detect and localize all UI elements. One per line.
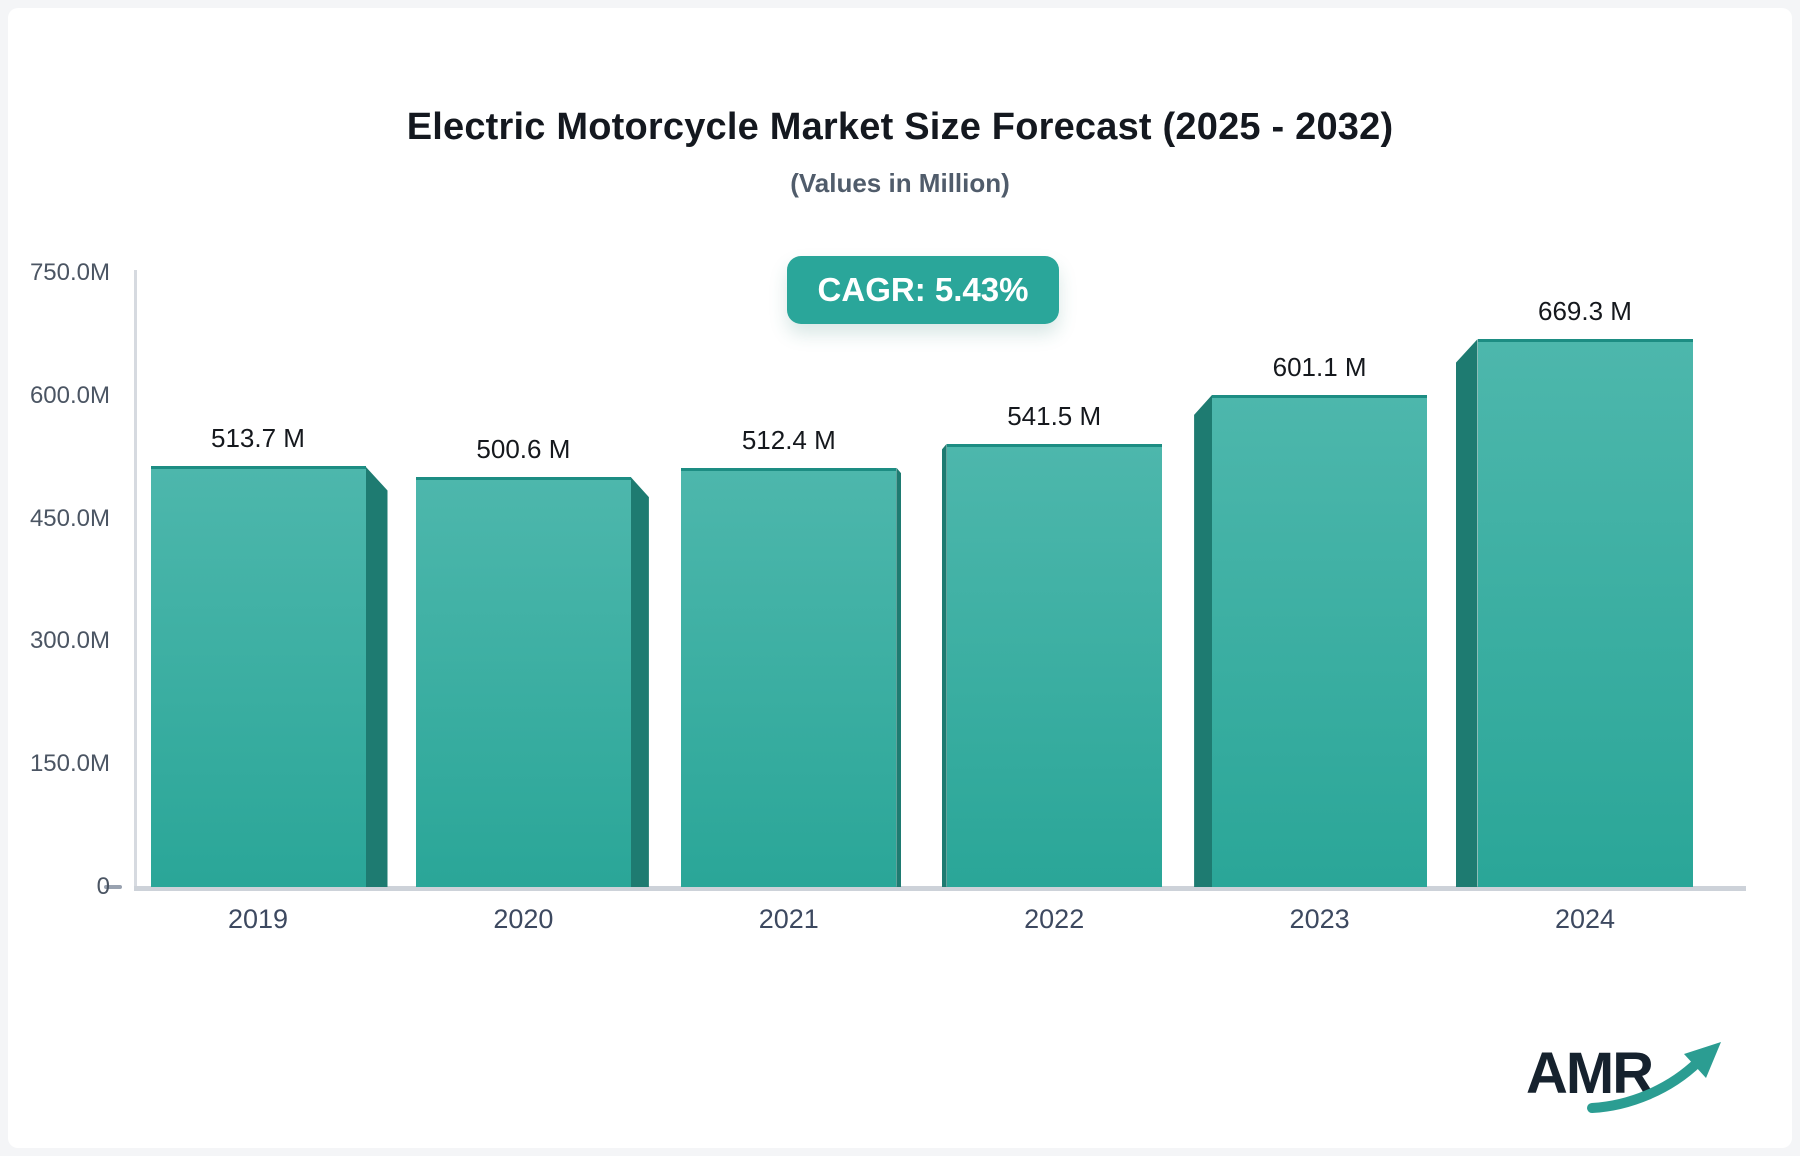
amr-logo-text: AMR xyxy=(1526,1041,1654,1106)
y-axis-label: 300.0M xyxy=(29,627,110,655)
y-axis-label: 450.0M xyxy=(29,504,110,532)
bar xyxy=(946,443,1162,887)
cagr-badge: CAGR: 5.43% xyxy=(787,256,1059,324)
bar xyxy=(150,466,366,887)
y-axis-label: 750.0M xyxy=(29,259,110,286)
bar-chart: 0 150.0M 300.0M 450.0M 600.0M 750.0M 513.7 M 2… xyxy=(8,8,1792,1148)
x-axis-label: 2024 xyxy=(1554,904,1616,934)
bar-value-label: 669.3 M xyxy=(1538,296,1632,327)
x-axis-label: 2020 xyxy=(493,904,554,934)
x-axis-label: 2021 xyxy=(758,904,819,934)
bar-side-face xyxy=(1455,339,1478,887)
chart-card: Electric Motorcycle Market Size Forecast… xyxy=(8,8,1792,1148)
bar-side-face xyxy=(1194,394,1213,887)
bar xyxy=(415,477,631,887)
bar-side-face xyxy=(896,467,902,887)
bar-value-label: 541.5 M xyxy=(1007,400,1102,431)
x-axis-line xyxy=(134,886,1746,891)
x-axis-label: 2022 xyxy=(1024,904,1085,934)
chart-subtitle: (Values in Million) xyxy=(790,168,1010,198)
y-axis-label: 600.0M xyxy=(29,381,110,409)
bar-value-label: 500.6 M xyxy=(476,434,571,465)
bar-value-label: 513.7 M xyxy=(211,423,305,454)
bar-value-label: 512.4 M xyxy=(741,424,836,455)
bar-side-face xyxy=(941,443,947,887)
y-axis-label: 0 xyxy=(96,873,110,900)
amr-logo: AMR xyxy=(1526,1030,1726,1120)
y-axis-line xyxy=(134,270,137,888)
bar xyxy=(1477,339,1693,887)
bar-value-label: 601.1 M xyxy=(1272,351,1367,382)
amr-logo-arrow-icon xyxy=(1587,1042,1721,1113)
y-axis-label: 150.0M xyxy=(29,750,110,778)
bar-side-face xyxy=(365,466,388,887)
x-axis-label: 2023 xyxy=(1289,904,1350,934)
bar-side-face xyxy=(630,477,649,887)
x-axis-label: 2019 xyxy=(227,904,289,934)
chart-title: Electric Motorcycle Market Size Forecast… xyxy=(406,106,1394,148)
bar xyxy=(681,467,897,887)
zero-tick-mark xyxy=(104,885,122,889)
bar xyxy=(1212,394,1428,887)
